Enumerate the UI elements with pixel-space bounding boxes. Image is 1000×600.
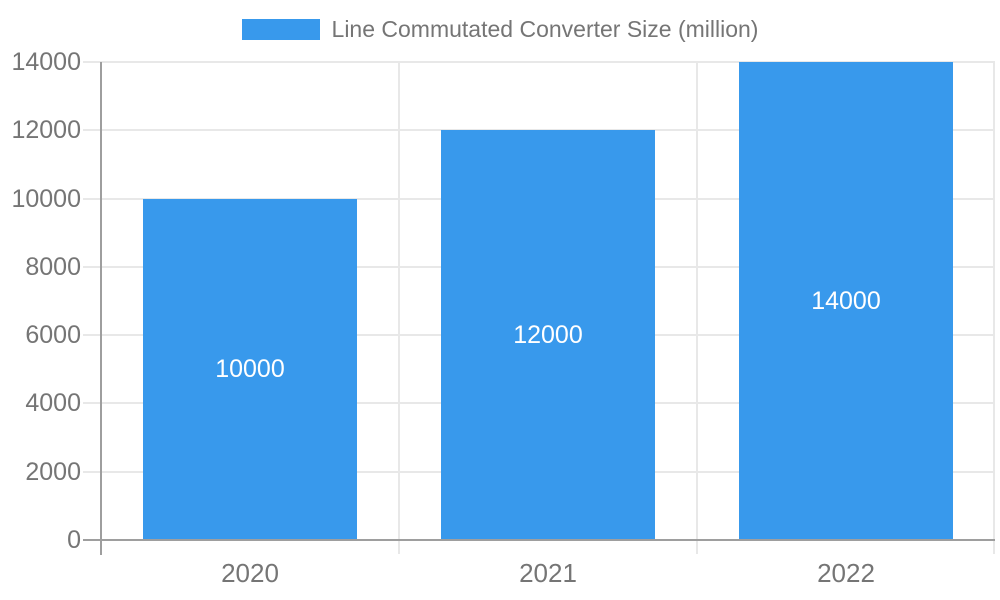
y-axis-tick-label: 0	[67, 526, 81, 554]
y-axis-tick-label: 8000	[25, 252, 81, 281]
bar: 10000	[142, 198, 358, 540]
legend-label: Line Commutated Converter Size (million)	[331, 16, 759, 42]
y-axis-tick-label: 14000	[11, 48, 81, 76]
category-boundary-gridline	[397, 62, 400, 554]
legend-swatch	[241, 19, 320, 40]
y-axis-tick-label: 2000	[25, 457, 81, 486]
x-axis-tick-label: 2020	[221, 558, 279, 588]
y-axis-tick-label: 4000	[25, 389, 81, 418]
plot-right-border	[993, 62, 995, 554]
x-axis-tick-label: 2022	[817, 558, 875, 588]
y-axis-tick-label: 6000	[25, 321, 81, 350]
y-axis-line	[100, 62, 102, 555]
x-axis-line	[83, 539, 995, 541]
y-axis-tick-label: 10000	[11, 184, 81, 213]
bar-value-label: 12000	[513, 320, 583, 349]
bar-value-label: 10000	[215, 354, 285, 383]
bar: 12000	[440, 130, 656, 540]
plot-area: 10000 12000 14000	[83, 61, 995, 555]
bar: 14000	[738, 62, 954, 540]
x-axis-tick-label: 2021	[519, 558, 577, 588]
bar-value-label: 14000	[811, 286, 881, 315]
category-boundary-gridline	[695, 62, 698, 554]
y-axis-tick-label: 12000	[11, 116, 81, 145]
chart-legend: Line Commutated Converter Size (million)	[0, 16, 1000, 43]
y-gridline	[83, 61, 995, 63]
